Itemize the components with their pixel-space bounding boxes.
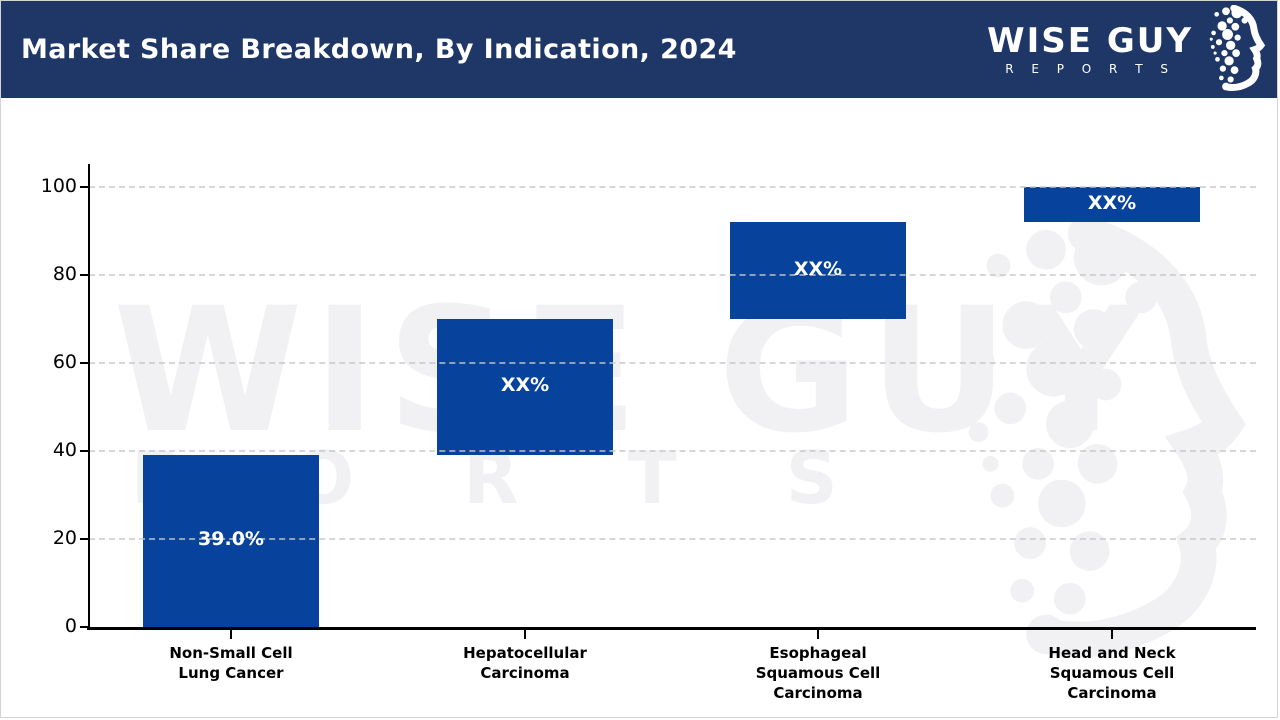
y-tick-label: 0: [64, 615, 77, 637]
bar: [1024, 187, 1200, 223]
watermark-head-icon: [846, 218, 1246, 678]
gridline: [89, 538, 1256, 540]
x-tick-mark: [230, 630, 232, 639]
gridline: [89, 274, 1256, 276]
y-tick-label: 40: [52, 439, 77, 461]
y-tick-label: 20: [52, 527, 77, 549]
logo-wordmark: WISE GUY: [987, 21, 1193, 61]
logo-subtitle: R E P O R T S: [1005, 62, 1175, 76]
y-tick-mark: [80, 362, 88, 364]
wiseguy-logo: WISE GUY R E P O R T S: [987, 5, 1267, 95]
page-title: Market Share Breakdown, By Indication, 2…: [21, 34, 737, 65]
bar-value-label: 39.0%: [198, 528, 264, 551]
gridline: [89, 362, 1256, 364]
x-axis-line: [87, 627, 1256, 630]
y-tick-mark: [80, 450, 88, 452]
x-category-label: Non-Small Cell Lung Cancer: [169, 644, 293, 682]
bar: [143, 455, 319, 627]
header-bar: Market Share Breakdown, By Indication, 2…: [1, 1, 1277, 98]
y-tick-label: 100: [40, 175, 77, 197]
y-tick-mark: [80, 538, 88, 540]
y-tick-label: 80: [52, 263, 77, 285]
x-category-label: Hepatocellular Carcinoma: [463, 644, 587, 682]
x-category-label: Head and Neck Squamous Cell Carcinoma: [1048, 644, 1176, 702]
x-tick-mark: [1111, 630, 1113, 639]
wiseguy-head-icon: [1185, 5, 1267, 95]
bar: [730, 222, 906, 319]
bar: [437, 319, 613, 456]
gridline: [89, 450, 1256, 452]
x-category-label: Esophageal Squamous Cell Carcinoma: [755, 644, 881, 702]
x-tick-mark: [524, 630, 526, 639]
gridline: [89, 186, 1256, 188]
x-tick-mark: [817, 630, 819, 639]
y-axis-line: [88, 164, 90, 629]
y-tick-mark: [80, 274, 88, 276]
y-tick-label: 60: [52, 351, 77, 373]
bar-value-label: XX%: [500, 374, 550, 397]
y-tick-mark: [80, 626, 88, 628]
bar-value-label: XX%: [1087, 191, 1137, 214]
waterfall-chart: WISE GUY P O R T S 39.0% XX% XX% XX% 0 20 40 60…: [1, 98, 1277, 717]
logo-text: WISE GUY R E P O R T S: [987, 24, 1193, 75]
y-tick-mark: [80, 186, 88, 188]
bar-value-label: XX%: [793, 257, 843, 280]
